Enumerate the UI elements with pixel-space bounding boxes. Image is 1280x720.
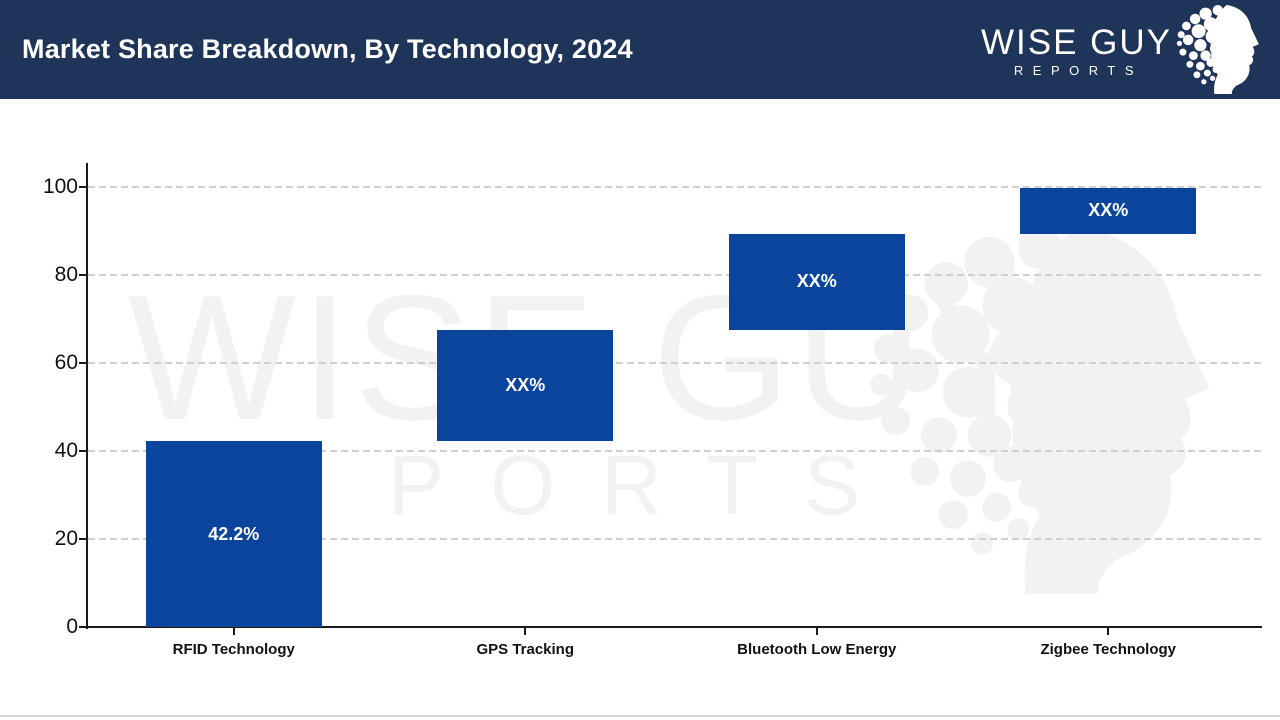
y-axis-tick [79,362,86,364]
waterfall-bar: XX% [437,330,614,442]
x-axis-tick [524,628,527,635]
x-axis-category-label: RFID Technology [172,641,295,658]
x-axis-tick [1107,628,1110,635]
waterfall-bar: 42.2% [145,441,322,627]
bottom-divider [0,715,1280,717]
x-axis-category-label: Zigbee Technology [1040,641,1177,658]
bar-value-label: XX% [796,271,837,292]
watermark-ports-text: PORTS [388,438,906,532]
y-axis-tick [79,186,86,188]
x-axis-tick [815,628,818,635]
page-title: Market Share Breakdown, By Technology, 2… [22,34,633,64]
x-axis-category-label: Bluetooth Low Energy [737,641,897,658]
bar-value-label: XX% [1088,200,1129,221]
y-axis-tick [79,450,86,452]
gridline [88,186,1262,188]
y-axis-tick-label: 60 [54,351,78,374]
gridline [88,450,1262,452]
y-axis-tick [79,538,86,540]
header-bar: Market Share Breakdown, By Technology, 2… [0,0,1280,99]
y-axis-tick-label: 100 [42,175,78,198]
logo-wiseguy-label: WISE GUY [980,22,1172,62]
x-axis-category-label: GPS Tracking [476,641,575,658]
logo-reports-label: REPORTS [1013,62,1144,78]
gridline [88,362,1262,364]
waterfall-bar: XX% [728,233,905,330]
x-axis-line [86,626,1262,628]
waterfall-bar: XX% [1020,187,1197,234]
y-axis-tick-label: 20 [54,527,78,550]
y-axis-line [86,163,88,629]
gridline [88,538,1262,540]
bar-value-label: 42.2% [208,523,260,544]
y-axis-tick [79,626,86,628]
wiseguy-reports-logo: WISE GUY REPORTS [981,5,1266,94]
y-axis-tick-label: 40 [54,439,78,462]
y-axis-tick [79,274,86,276]
bar-value-label: XX% [505,375,546,396]
logo-text: WISE GUY REPORTS [980,22,1172,79]
y-axis-tick-label: 0 [66,615,78,638]
gridline [88,274,1262,276]
x-axis-tick [232,628,235,635]
y-axis-tick-label: 80 [54,263,78,286]
